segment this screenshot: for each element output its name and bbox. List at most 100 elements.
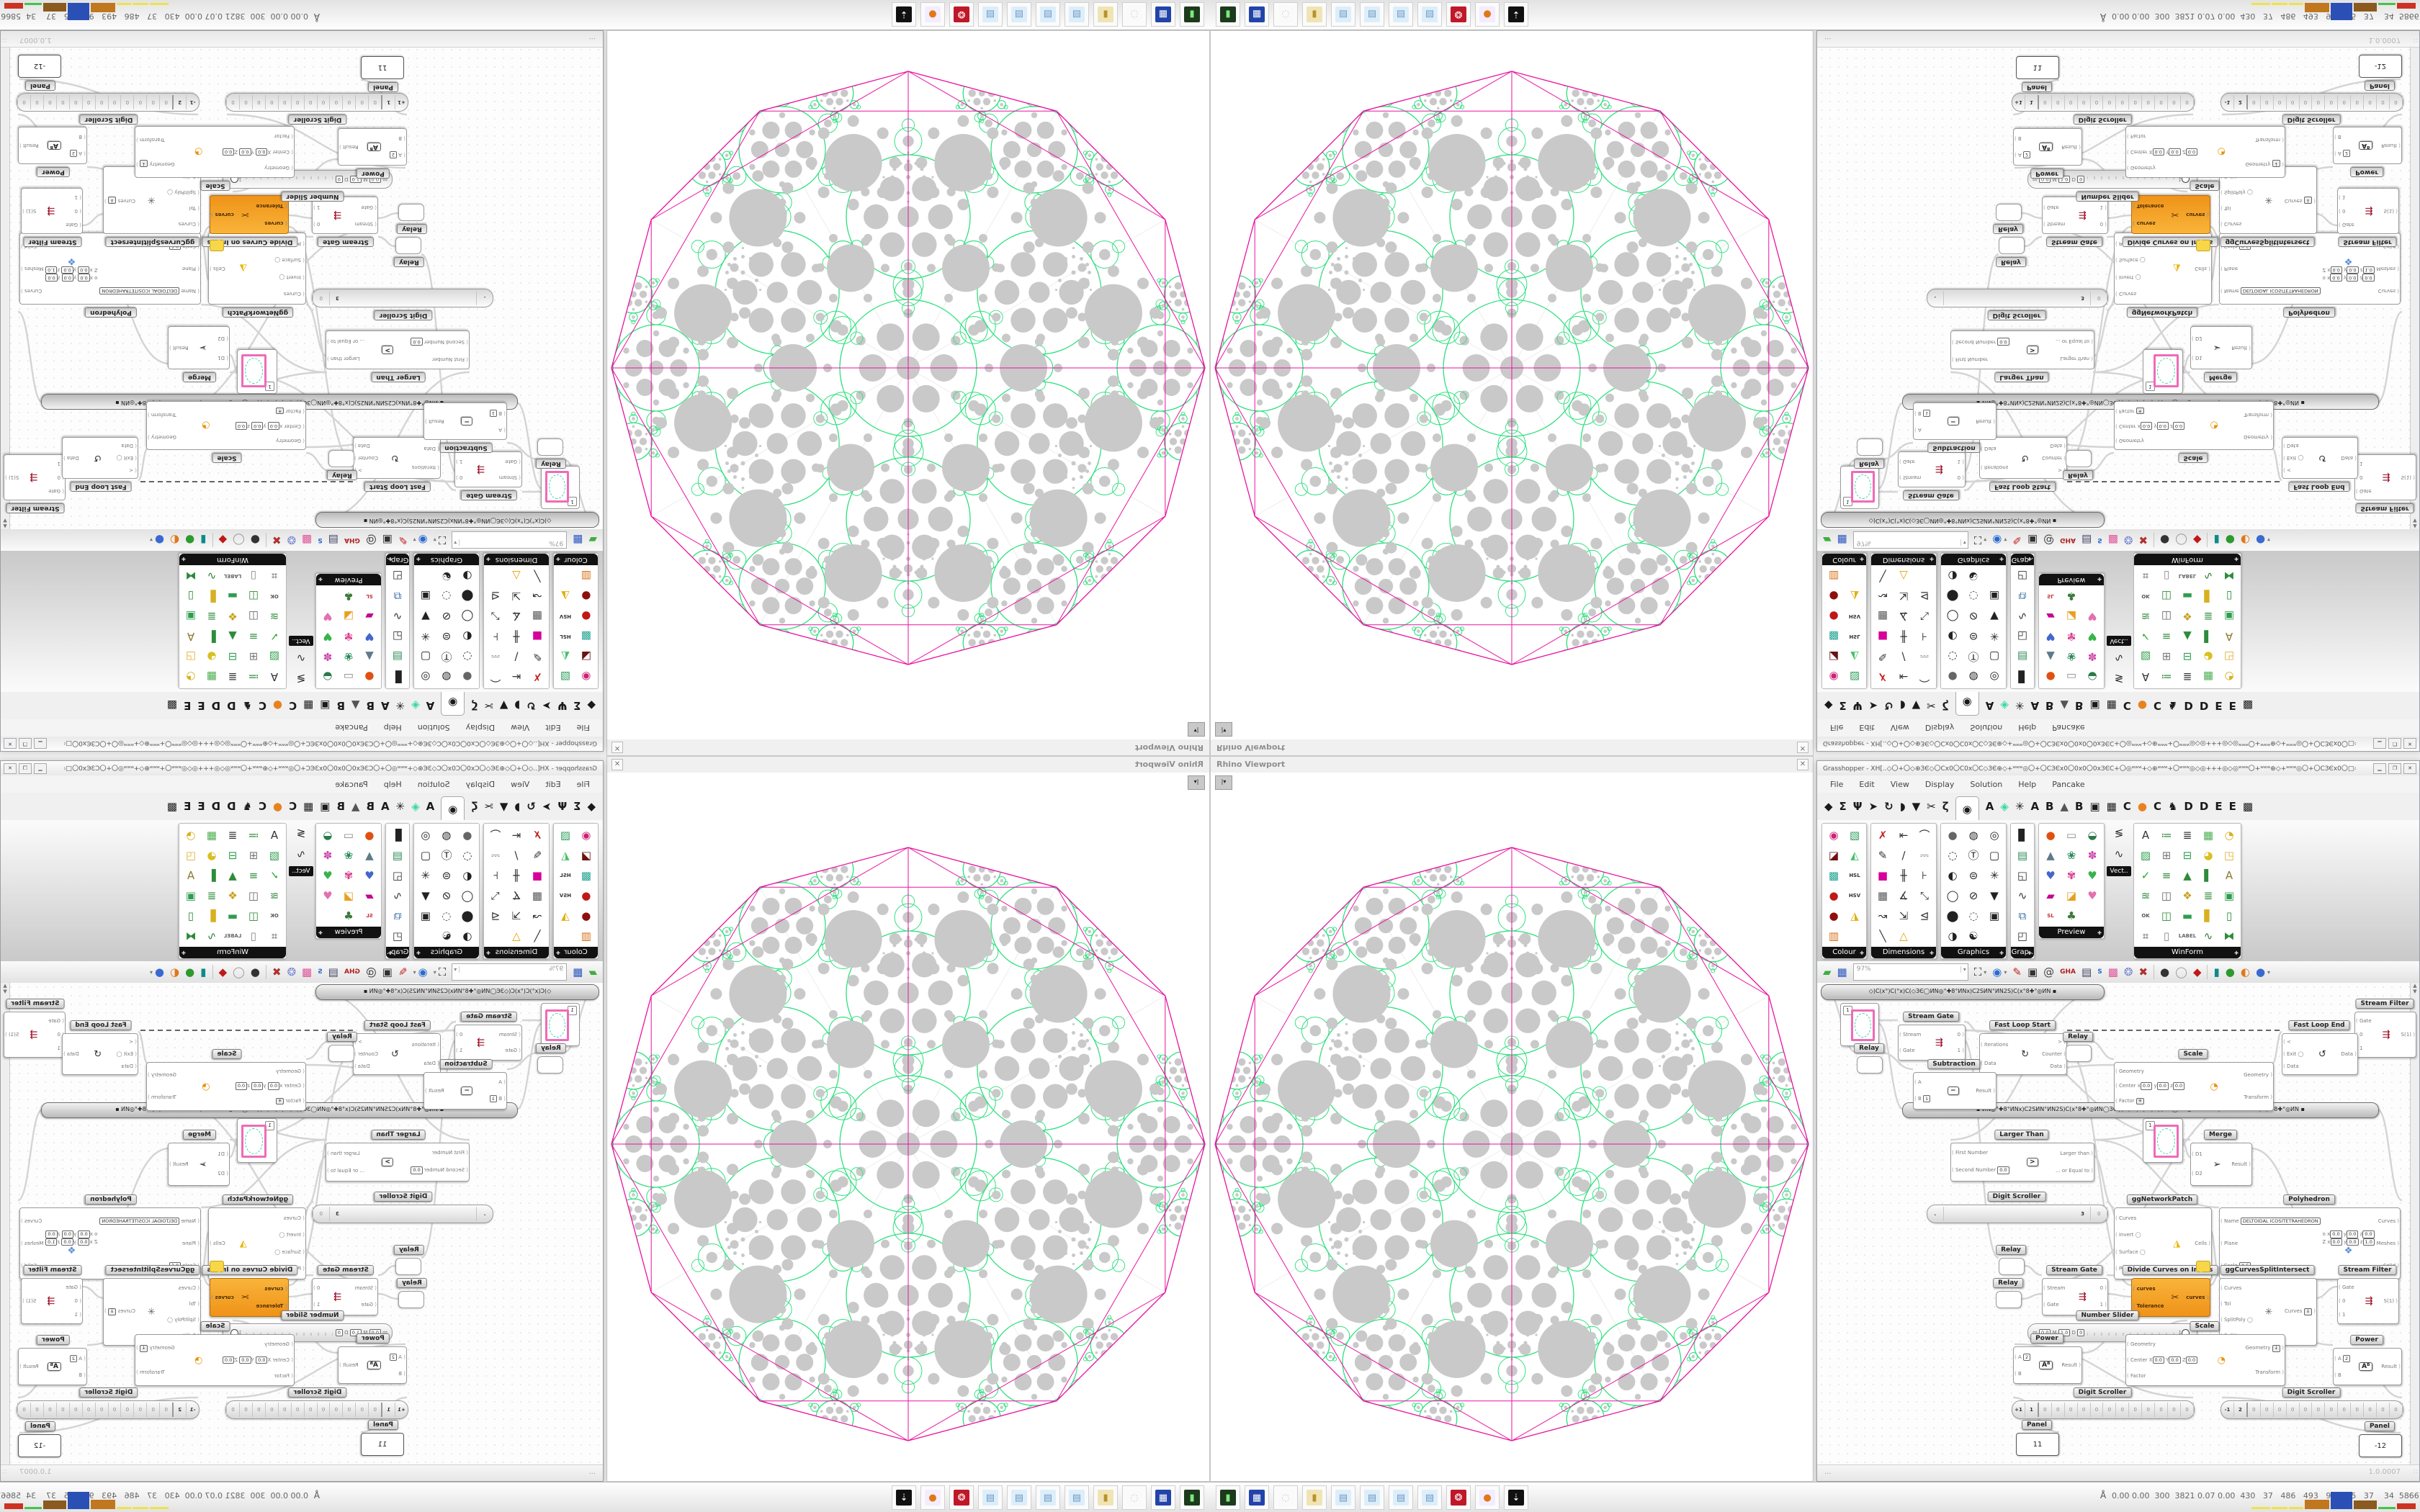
digit-cell[interactable]: 0 xyxy=(226,95,240,109)
digit-cell[interactable]: 3 xyxy=(328,291,346,305)
tab-category-icon[interactable]: C xyxy=(289,699,297,712)
node-label[interactable]: Stream Filter xyxy=(2355,503,2414,513)
close-icon[interactable]: ✕ xyxy=(1797,759,1809,770)
palette-icon[interactable]: OK xyxy=(270,912,279,919)
palette-icon[interactable]: ⌒ xyxy=(490,670,501,683)
component-power[interactable]: ( A 2( B Aᴮ Result ) xyxy=(2013,1346,2082,1384)
component-stream-gate[interactable]: ( Stream( Gate ⇶ 0 ) 1 ) xyxy=(2042,1278,2108,1315)
node-label[interactable]: Digit Scroller xyxy=(1987,310,2046,320)
component-larger-than[interactable]: ( First Number( Second Number 0.0 > Larger… xyxy=(1950,330,2094,369)
digit-cell[interactable]: 0 xyxy=(2364,95,2378,109)
digit-cell[interactable]: 3 xyxy=(2074,291,2092,305)
node-label[interactable]: Digit Scroller xyxy=(288,114,347,125)
tab-category-icon[interactable]: E xyxy=(184,699,192,712)
digit-cell[interactable]: 0 xyxy=(2325,1403,2339,1417)
palette-icon[interactable]: ◳ xyxy=(185,848,197,862)
taskbar-app-folder[interactable]: ▮ xyxy=(1093,2,1118,27)
palette-icon[interactable]: ⊟ xyxy=(2182,848,2192,862)
palette-icon[interactable]: ♥ xyxy=(2045,868,2056,882)
palette-icon[interactable] xyxy=(485,567,506,586)
palette-icon[interactable]: A xyxy=(187,868,195,882)
taskbar-app-notes-2[interactable]: ▤ xyxy=(1036,1485,1060,1510)
node-label[interactable]: ggCurvesSplitIntersect xyxy=(105,237,200,247)
palette-icon[interactable]: ◮ xyxy=(1850,590,1859,603)
component-fast-loop-start[interactable]: ( Iterations( Data↻> )Counter )Data ) xyxy=(353,1033,441,1075)
palette-icon[interactable]: ≶ xyxy=(296,672,306,686)
data-panel[interactable]: 11 xyxy=(2016,56,2059,79)
digit-cell[interactable]: 0 xyxy=(68,95,82,109)
component-merge[interactable]: ( D1( D2 ➢ Result ) xyxy=(2190,1143,2252,1186)
toolbar-icon[interactable]: ❂ xyxy=(2123,966,2133,978)
component-relay[interactable] xyxy=(1857,438,1883,456)
component-larger-than[interactable]: ( First Number( Second Number 0.0 > Larger… xyxy=(326,1143,470,1182)
palette-icon[interactable]: ◪ xyxy=(343,888,354,902)
palette-icon[interactable]: SL xyxy=(366,593,373,600)
node-label[interactable]: Divide Curves on Inters xyxy=(2122,1265,2218,1275)
rhino-viewport-pane[interactable]: Rhino Viewport ✕ |▾ xyxy=(606,756,1210,1482)
palette-icon[interactable]: ▋ xyxy=(2204,909,2213,922)
node-label[interactable]: Digit Scroller xyxy=(2073,114,2132,125)
digit-scroller[interactable]: +1 1 0 0 0 0 0 0 0 0 0 0 0 0 xyxy=(2012,93,2195,112)
tab-category-icon[interactable]: A xyxy=(380,699,390,712)
digit-cell[interactable]: 0 xyxy=(120,1403,134,1417)
palette-icon[interactable]: ✾ xyxy=(2066,630,2076,644)
palette-icon[interactable]: ⤡ xyxy=(491,888,501,902)
palette-icon[interactable]: ▬ xyxy=(2182,909,2193,922)
palette-icon[interactable]: ◌ xyxy=(442,909,452,922)
palette-icon[interactable]: ▤ xyxy=(2017,650,2028,664)
palette-icon[interactable]: ◑ xyxy=(1948,929,1958,942)
palette-icon[interactable]: △ xyxy=(1899,570,1908,583)
taskbar-app-ghost[interactable]: ◌ xyxy=(1273,2,1298,27)
digit-cell[interactable]: 0 xyxy=(264,95,278,109)
curve-preview-panel[interactable]: 1 xyxy=(541,1003,580,1046)
palette-icon[interactable]: ◌ xyxy=(1948,650,1958,664)
palette-icon[interactable]: ▼ xyxy=(421,610,430,624)
palette-icon[interactable]: ◪ xyxy=(2066,610,2077,624)
component-fast-loop-end[interactable]: ( <( Exit ◯( Data ↺ Data ) xyxy=(62,1033,138,1075)
caret-down-icon[interactable]: ▾ xyxy=(1984,536,1987,544)
tab-category-icon[interactable]: ● xyxy=(273,800,283,813)
digit-cell[interactable]: 0 xyxy=(2039,1403,2052,1417)
node-label[interactable]: Polyhedron xyxy=(85,1194,137,1205)
palette-icon[interactable]: ♣ xyxy=(344,590,354,603)
component-relay[interactable] xyxy=(395,1258,421,1275)
palette-icon[interactable]: ☯ xyxy=(442,570,452,583)
palette-icon[interactable]: ◍ xyxy=(1968,670,1978,684)
component-relay[interactable] xyxy=(398,204,424,221)
tab-category-icon[interactable]: ♞ xyxy=(2167,800,2178,813)
palette-icon[interactable]: ◮ xyxy=(561,590,570,603)
palette-icon[interactable]: ⎓ xyxy=(491,650,500,664)
toolbar-icon[interactable]: ✖ xyxy=(2138,534,2148,546)
palette-icon[interactable]: ✳ xyxy=(1989,630,1999,644)
digit-cell[interactable]: 0 xyxy=(226,1403,240,1417)
node-label[interactable]: Stream Gate xyxy=(318,1265,374,1275)
taskbar-app-card[interactable]: ❂ xyxy=(949,1485,974,1510)
grasshopper-titlebar[interactable]: Grasshopper - XH[..◇〇+〇◇⊕ЗЄ◇〇Cx0〇C0x〇C◇З… xyxy=(1817,761,2419,776)
palette-icon[interactable]: ◪ xyxy=(581,848,592,862)
toolbar-icon[interactable]: ▮ xyxy=(200,534,207,546)
toolbar-icon[interactable]: ◉ xyxy=(1992,534,2002,546)
palette-icon[interactable]: ● xyxy=(462,670,472,684)
palette-icon[interactable]: ♣ xyxy=(344,909,354,922)
palette-icon[interactable]: ❀ xyxy=(2066,650,2076,664)
palette-icon[interactable]: ◫ xyxy=(248,590,259,603)
digit-cell[interactable]: 0 xyxy=(2091,1403,2104,1417)
component-larger-than[interactable]: ( First Number( Second Number 0.0 > Larger… xyxy=(326,330,470,369)
tab-category-icon[interactable]: ● xyxy=(273,699,283,712)
palette-icon[interactable]: ◔ xyxy=(186,670,196,684)
taskbar-app-notes-2[interactable]: ▤ xyxy=(1360,2,1384,27)
toolbar-icon[interactable]: ✎ xyxy=(2012,966,2022,978)
palette-icon[interactable]: ♥ xyxy=(323,610,333,624)
palette-icon[interactable]: ◑ xyxy=(462,570,472,583)
curve-preview-panel[interactable]: 1 xyxy=(2143,1118,2183,1163)
palette-icon[interactable]: ◳ xyxy=(2223,650,2235,664)
palette-icon[interactable]: ❖ xyxy=(2182,610,2192,624)
toolbar-icon[interactable]: ▮ xyxy=(2213,534,2220,546)
palette-icon[interactable]: ◪ xyxy=(1828,650,1839,664)
palette-icon[interactable]: ◫ xyxy=(248,909,259,922)
palette-icon[interactable]: ⊴ xyxy=(1919,590,1930,603)
palette-icon[interactable]: ⧉ xyxy=(2018,590,2027,603)
palette-icon[interactable]: ▤ xyxy=(392,848,403,862)
node-label[interactable]: ggCurvesSplitIntersect xyxy=(105,1265,200,1275)
